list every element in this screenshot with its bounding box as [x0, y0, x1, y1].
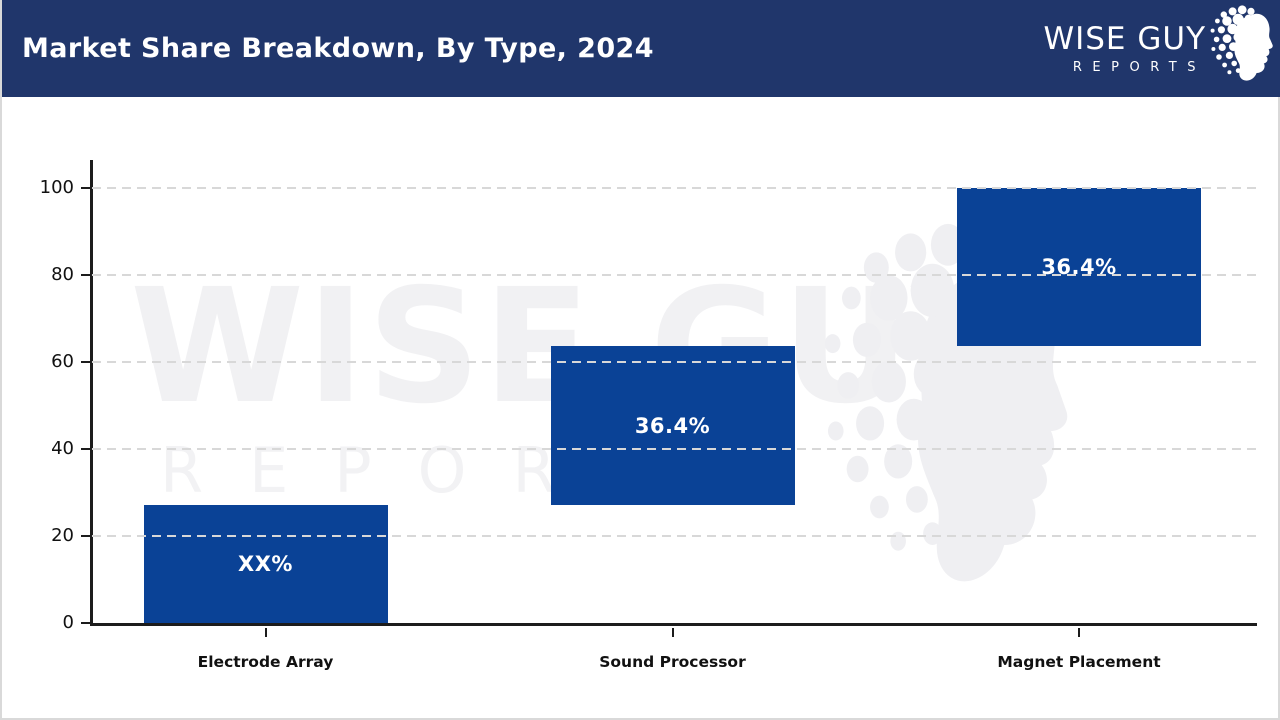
y-tick-label: 20 [51, 525, 74, 546]
y-tick-mark [81, 361, 90, 363]
grid-line [92, 361, 1257, 363]
grid-line [92, 535, 1257, 537]
logo-wordmark-line1: WISE GUY [1043, 20, 1206, 57]
grid-line [92, 274, 1257, 276]
page-title: Market Share Breakdown, By Type, 2024 [22, 33, 654, 64]
y-tick-label: 60 [51, 351, 74, 372]
brand-logo: WISE GUY REPORTS [1043, 3, 1276, 95]
y-tick-label: 80 [51, 264, 74, 285]
logo-wordmark: WISE GUY REPORTS [1043, 20, 1206, 75]
y-tick-mark [81, 535, 90, 537]
dotted-face-logo-icon [1210, 5, 1273, 81]
bar-segment: XX% [143, 504, 388, 623]
x-category-label: Sound Processor [599, 653, 746, 671]
x-category-label: Electrode Array [197, 653, 334, 671]
x-tick-mark [1078, 628, 1080, 637]
grid-line [92, 187, 1257, 189]
y-tick-mark [81, 274, 90, 276]
bar-segment: 36.4% [957, 188, 1201, 347]
x-tick-mark [264, 628, 267, 637]
plot-area: XX% 36.4% 36.4% 0 20 40 60 80 100 Electrode Array… [40, 160, 1257, 671]
y-tick-mark [81, 448, 90, 450]
grid-line [92, 448, 1257, 450]
y-tick-label: 0 [62, 612, 74, 633]
bar-value-label: 36.4% [634, 413, 711, 438]
x-tick-mark [671, 628, 674, 637]
y-tick-mark [81, 187, 90, 189]
logo-wordmark-line2: REPORTS [1072, 59, 1206, 75]
y-tick-mark [81, 622, 90, 624]
y-axis-spine [90, 160, 93, 623]
y-tick-label: 100 [39, 177, 74, 198]
bar-segment: 36.4% [550, 346, 795, 505]
bar-value-label: XX% [238, 551, 293, 576]
y-tick-label: 40 [51, 438, 74, 459]
header-banner: Market Share Breakdown, By Type, 2024 WI… [2, 0, 1280, 97]
x-category-label: Magnet Placement [997, 653, 1161, 671]
